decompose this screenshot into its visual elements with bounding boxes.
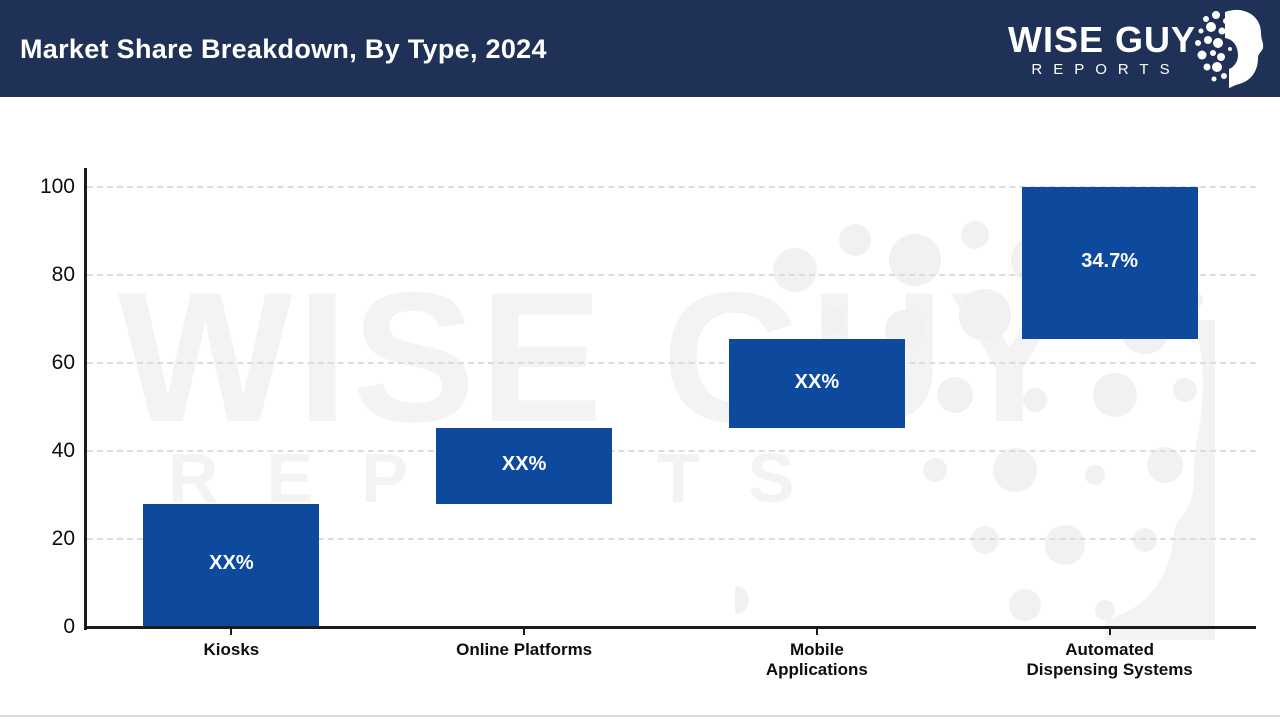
- grid-line: [87, 273, 1256, 276]
- bar-value-label: 34.7%: [1081, 250, 1138, 273]
- bar-value-label: XX%: [209, 552, 254, 575]
- x-category-label: Kiosks: [91, 640, 371, 660]
- logo-wordmark: WISE GUY: [1007, 19, 1196, 60]
- watermark-wordmark: WISE GUY: [118, 255, 1076, 461]
- grid-line: [87, 537, 1256, 540]
- bar-value-label: XX%: [501, 452, 547, 475]
- x-category-label-line: Online Platforms: [456, 640, 593, 659]
- page-title: Market Share Breakdown, By Type, 2024: [20, 34, 547, 64]
- bottom-rule: [0, 715, 1280, 717]
- grid-line: [87, 449, 1256, 452]
- bar: [728, 339, 905, 428]
- x-category-label: Online Platforms: [384, 640, 664, 660]
- brand-logo: WISE GUY REPORTS: [1008, 8, 1266, 90]
- x-category-label: Mobile Applications: [677, 640, 957, 680]
- x-category-label: Automated Dispensing Systems: [970, 640, 1250, 680]
- x-category-label-line: Automated: [1065, 640, 1155, 659]
- x-category-label-line: Applications: [765, 660, 868, 679]
- y-tick-label: 80: [51, 262, 75, 286]
- bar: [143, 503, 320, 627]
- bar-value-label: XX%: [794, 370, 840, 393]
- x-tick: [523, 629, 526, 635]
- x-tick: [230, 629, 233, 635]
- grid-line: [87, 185, 1256, 188]
- grid-line: [87, 361, 1256, 364]
- y-axis-line: [84, 168, 87, 630]
- x-category-label-line: Kiosks: [203, 640, 260, 659]
- x-category-label-line: Dispensing Systems: [1026, 660, 1193, 679]
- x-category-label-line: Mobile: [789, 640, 844, 659]
- x-tick: [1108, 629, 1111, 635]
- y-tick-label: 40: [51, 438, 75, 462]
- x-axis-line: [84, 626, 1256, 629]
- y-tick-label: 0: [63, 615, 75, 638]
- y-tick-label: 100: [39, 174, 75, 198]
- bar: [1021, 186, 1198, 340]
- logo-reports-label: REPORTS: [1031, 61, 1181, 78]
- logo-text: WISE GUY REPORTS: [1007, 19, 1196, 79]
- bar: [436, 427, 613, 504]
- x-tick: [815, 629, 818, 635]
- header: Market Share Breakdown, By Type, 2024 WI…: [0, 0, 1280, 97]
- brand-head-icon: [1195, 9, 1264, 89]
- y-tick-label: 60: [51, 350, 75, 374]
- y-tick-label: 20: [51, 526, 75, 550]
